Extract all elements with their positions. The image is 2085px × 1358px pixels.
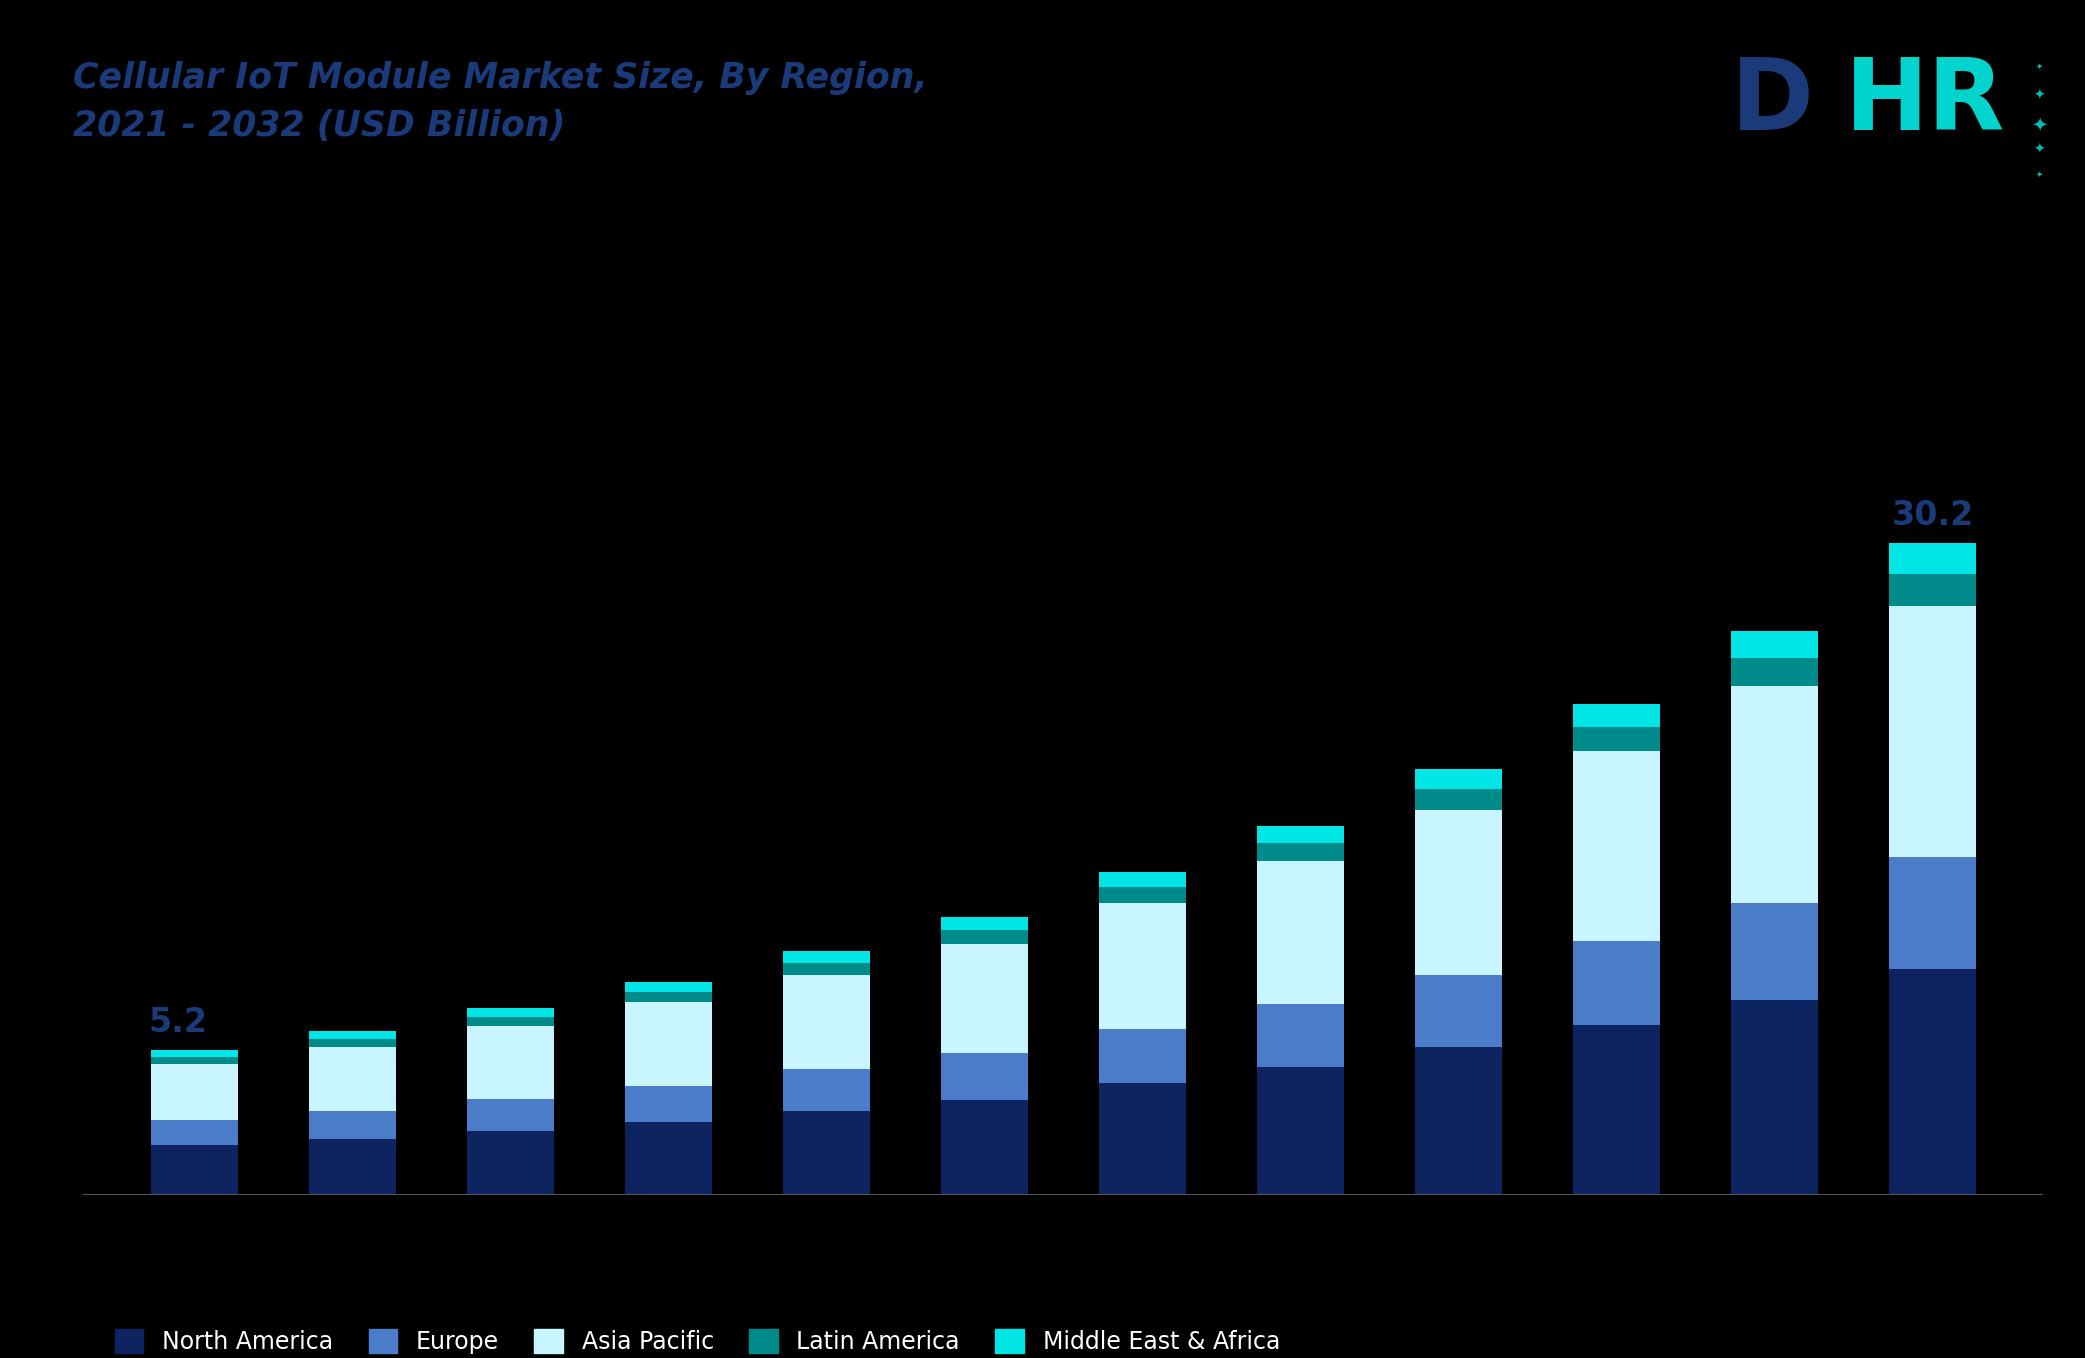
Bar	[1099, 1084, 1186, 1195]
Bar	[1416, 769, 1501, 789]
Text: ✦: ✦	[2031, 115, 2047, 134]
Bar	[626, 1002, 711, 1086]
Bar	[1099, 887, 1186, 903]
Bar	[1257, 1004, 1345, 1066]
Bar	[1572, 727, 1660, 751]
Bar	[940, 944, 1028, 1052]
Text: ✦: ✦	[2033, 88, 2045, 102]
Bar	[1731, 903, 1818, 999]
Bar	[782, 951, 869, 963]
Bar	[309, 1032, 396, 1039]
Bar	[1416, 809, 1501, 975]
Text: D: D	[1731, 54, 1814, 151]
Bar	[626, 1123, 711, 1195]
Bar	[782, 963, 869, 975]
Bar	[1416, 1047, 1501, 1195]
Text: ✦: ✦	[2033, 143, 2045, 156]
Bar	[1416, 789, 1501, 809]
Bar	[626, 982, 711, 993]
Bar	[940, 917, 1028, 930]
Bar	[150, 1063, 238, 1119]
Bar	[1257, 843, 1345, 861]
Bar	[626, 993, 711, 1002]
Bar	[150, 1050, 238, 1057]
Bar	[1889, 574, 1977, 606]
Bar	[1572, 941, 1660, 1025]
Bar	[1889, 543, 1977, 574]
Bar	[1889, 606, 1977, 857]
Bar	[782, 1070, 869, 1111]
Legend: North America, Europe, Asia Pacific, Latin America, Middle East & Africa: North America, Europe, Asia Pacific, Lat…	[115, 1329, 1280, 1354]
Bar	[150, 1145, 238, 1195]
Bar	[1731, 999, 1818, 1195]
Text: ✦: ✦	[2035, 170, 2043, 179]
Text: Cellular IoT Module Market Size, By Region,
2021 - 2032 (USD Billion): Cellular IoT Module Market Size, By Regi…	[73, 61, 928, 143]
Bar	[1572, 1025, 1660, 1195]
Text: 5.2: 5.2	[148, 1006, 209, 1039]
Bar	[782, 975, 869, 1070]
Bar	[626, 1086, 711, 1123]
Bar	[1889, 857, 1977, 970]
Bar	[1257, 1066, 1345, 1195]
Bar	[467, 1099, 555, 1131]
Bar	[309, 1111, 396, 1139]
Text: 30.2: 30.2	[1891, 500, 1974, 532]
Bar	[940, 1052, 1028, 1100]
Bar	[1099, 903, 1186, 1029]
Bar	[467, 1131, 555, 1195]
Bar	[150, 1057, 238, 1063]
Bar	[467, 1027, 555, 1099]
Bar	[1572, 751, 1660, 941]
Bar	[940, 1100, 1028, 1195]
Bar	[1572, 703, 1660, 727]
Bar	[1257, 861, 1345, 1004]
Bar	[467, 1008, 555, 1017]
Bar	[309, 1139, 396, 1195]
Text: HR: HR	[1845, 54, 2006, 151]
Bar	[1416, 975, 1501, 1047]
Bar	[940, 930, 1028, 944]
Bar	[1257, 826, 1345, 843]
Bar	[1099, 872, 1186, 887]
Bar	[467, 1017, 555, 1027]
Bar	[782, 1111, 869, 1195]
Bar	[1731, 657, 1818, 686]
Bar	[309, 1047, 396, 1111]
Bar	[1731, 631, 1818, 657]
Bar	[1731, 686, 1818, 903]
Text: ✦: ✦	[2035, 61, 2043, 71]
Bar	[150, 1119, 238, 1145]
Bar	[1889, 970, 1977, 1195]
Bar	[309, 1039, 396, 1047]
Bar	[1099, 1029, 1186, 1084]
